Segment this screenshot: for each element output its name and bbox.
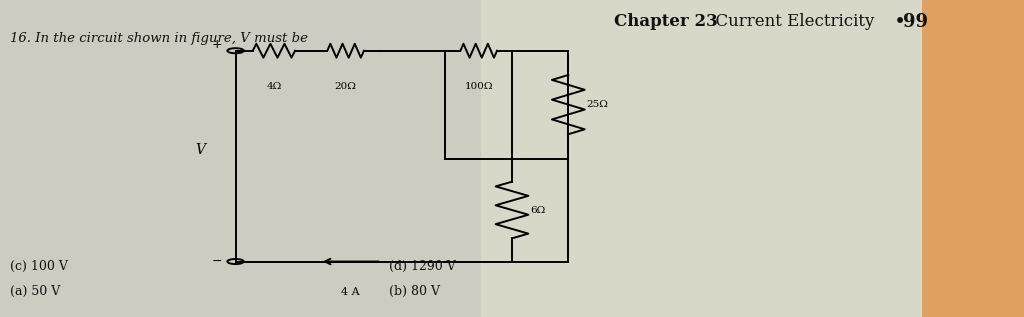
FancyBboxPatch shape (922, 0, 1024, 317)
Text: 16. In the circuit shown in figure, V must be: 16. In the circuit shown in figure, V mu… (10, 32, 308, 45)
Text: 4 A: 4 A (341, 287, 360, 297)
Text: 20Ω: 20Ω (335, 82, 356, 91)
Text: 100Ω: 100Ω (465, 82, 493, 91)
FancyBboxPatch shape (481, 0, 922, 317)
Text: 4Ω: 4Ω (266, 82, 282, 91)
Text: Current Electricity: Current Electricity (705, 13, 873, 30)
Text: +: + (212, 38, 222, 51)
Text: Chapter 23: Chapter 23 (614, 13, 718, 30)
Text: (d) 1290 V: (d) 1290 V (389, 260, 456, 273)
Text: •: • (889, 13, 911, 30)
Text: (a) 50 V: (a) 50 V (10, 285, 60, 298)
Text: V: V (195, 143, 205, 157)
Text: 99: 99 (903, 13, 928, 31)
Text: −: − (212, 255, 222, 268)
Text: (b) 80 V: (b) 80 V (389, 285, 440, 298)
Text: 25Ω: 25Ω (587, 100, 608, 109)
Text: 6Ω: 6Ω (530, 205, 546, 215)
Text: (c) 100 V: (c) 100 V (10, 260, 69, 273)
